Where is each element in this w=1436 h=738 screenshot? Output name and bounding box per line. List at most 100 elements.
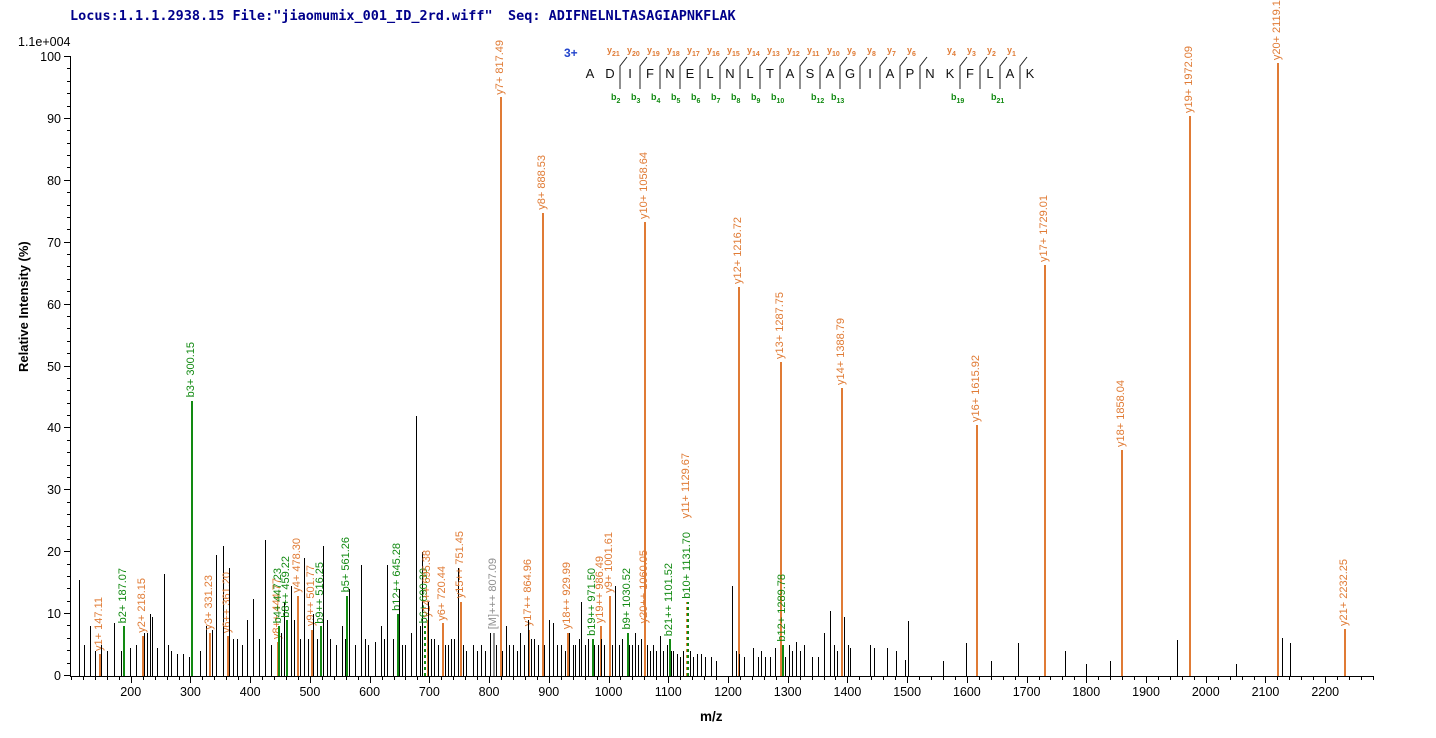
sequence-residue: y8 A (867, 45, 900, 110)
residue-letter: A (825, 66, 835, 81)
peak-label: b2+ 187.07 (117, 568, 129, 624)
peak-label: y6+ 720.44 (435, 565, 448, 621)
peak-unassigned (711, 657, 713, 676)
peak-unassigned (689, 651, 691, 676)
y-axis-tick-label: 60 (47, 297, 61, 312)
peak-unassigned (538, 645, 540, 676)
peak-unassigned (844, 617, 846, 676)
peak-unassigned (284, 601, 286, 676)
x-axis-tick-label: 200 (120, 685, 142, 699)
y-axis-tick (67, 501, 71, 503)
peak-unassigned (739, 654, 741, 676)
x-axis-tick (286, 676, 287, 680)
y-axis-tick (67, 291, 71, 293)
peak-unassigned (683, 651, 685, 676)
peak-unassigned (908, 620, 910, 676)
sequence-residue: y16 b7 N (707, 45, 740, 110)
y-axis-tick (67, 353, 71, 355)
x-axis-tick (465, 676, 467, 680)
x-axis-tick (166, 676, 168, 680)
peak-b-ion (190, 400, 193, 676)
peak-unassigned (380, 626, 382, 676)
x-axis-tick (321, 676, 323, 680)
peak-unassigned (182, 654, 184, 676)
y-axis-tick-label: 100 (40, 50, 61, 64)
peak-unassigned (398, 589, 400, 676)
x-axis-tick (524, 676, 526, 680)
x-axis-tick (692, 676, 694, 680)
peak-label: y18+ 1858.04 (1114, 380, 1127, 448)
peak-unassigned (265, 539, 267, 676)
fragment-divider-icon (956, 56, 968, 95)
y-ion-marker: y2 (987, 45, 996, 58)
peak-unassigned (422, 552, 424, 676)
peak-unassigned (94, 651, 96, 676)
peak-unassigned (345, 638, 347, 676)
residue-letter: I (868, 66, 872, 81)
y-axis-tick (67, 155, 71, 157)
peak-unassigned (453, 638, 455, 676)
peak-label: y20++ 1060.05 (638, 550, 651, 624)
peak-unassigned (361, 564, 363, 676)
peak-unassigned (818, 657, 820, 676)
x-axis-tick-label: 1900 (1132, 685, 1160, 699)
peak-unassigned (1065, 650, 1067, 676)
residue-letter: N (725, 66, 735, 81)
peak-unassigned (533, 638, 535, 676)
peak-unassigned (1177, 640, 1179, 676)
peak-unassigned (228, 567, 230, 676)
b-ion-marker: b12 (811, 92, 825, 105)
peak-unassigned (803, 645, 805, 676)
peak-label: y4+ 478.30 (290, 537, 303, 593)
x-axis-tick (1157, 676, 1159, 680)
residue-letter: G (844, 66, 856, 81)
peak-unassigned (512, 645, 514, 676)
peak-unassigned (765, 657, 766, 676)
y-ion-marker: y11 (807, 45, 820, 58)
x-axis-tick (453, 676, 455, 680)
b-ion-marker: b6 (691, 92, 701, 105)
fragment-divider-icon (716, 56, 728, 95)
x-axis-tick (1086, 676, 1088, 683)
x-axis-tick (632, 676, 634, 680)
peak-y-ion (141, 635, 144, 676)
fragment-divider-icon (856, 56, 868, 95)
y-axis-tick (67, 538, 71, 540)
x-axis-tick (811, 676, 813, 680)
peak-unassigned (517, 651, 519, 676)
peak-y-ion (1276, 63, 1279, 676)
x-axis-tick (823, 676, 825, 680)
x-axis-tick (214, 676, 216, 680)
y-ion-marker: y1 (1007, 45, 1016, 58)
y-axis-tick (67, 80, 71, 82)
x-axis-tick (1205, 676, 1207, 683)
x-axis-tick (274, 676, 276, 680)
y-ion-marker: y19 (647, 45, 660, 58)
fragment-divider-icon (736, 56, 748, 95)
peak-unassigned (78, 580, 80, 676)
x-axis-tick (895, 676, 897, 680)
x-axis-tick (1325, 676, 1327, 683)
peak-unassigned (638, 645, 640, 676)
peak-unassigned (164, 573, 166, 676)
y-axis-tick-label: 30 (47, 483, 61, 498)
peak-unassigned (887, 647, 889, 676)
x-axis-tick (907, 676, 909, 683)
peak-label: y6++ 361.20 (221, 571, 233, 633)
sequence-residue: y9 I (847, 45, 880, 110)
y-axis-tick (64, 241, 71, 243)
peak-unassigned (419, 626, 421, 676)
peak-unassigned (84, 645, 86, 676)
y-ion-marker: y20 (627, 45, 640, 58)
x-axis-tick (202, 676, 204, 680)
y-ion-marker: y14 (747, 45, 760, 58)
peak-unassigned (663, 651, 665, 676)
peak-unassigned (578, 638, 580, 676)
peak-unassigned (640, 638, 642, 676)
residue-letter: K (945, 66, 955, 81)
peak-unassigned (149, 614, 151, 676)
y-axis-tick (67, 439, 71, 441)
y-ion-marker: y13 (767, 45, 780, 58)
residue-letter: L (746, 66, 754, 81)
